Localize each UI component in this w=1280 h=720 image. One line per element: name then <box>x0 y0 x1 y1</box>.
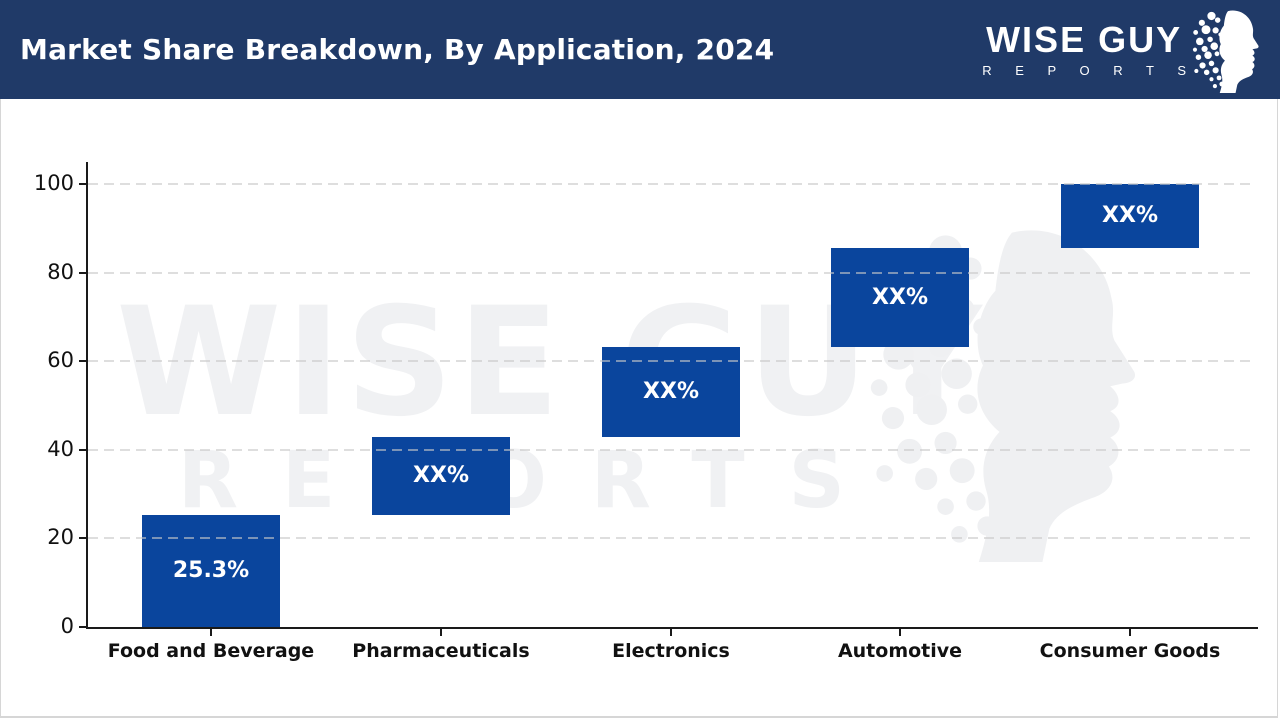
x-tick-pharmaceuticals <box>440 627 442 636</box>
gridline-60 <box>88 360 1256 363</box>
x-axis-spine <box>86 627 1258 629</box>
brand-subtitle: R E P O R T S <box>982 62 1196 78</box>
report-header: Market Share Breakdown, By Application, … <box>0 0 1280 99</box>
bar-automotive: XX% <box>831 247 969 347</box>
x-tick-electronics <box>670 627 672 636</box>
y-tick-0 <box>79 626 88 628</box>
y-tick-label-0: 0 <box>60 614 74 638</box>
y-tick-20 <box>79 537 88 540</box>
bar-value-label: XX% <box>872 284 928 310</box>
page-border <box>0 99 1278 718</box>
bar-value-label: XX% <box>643 379 699 405</box>
gridline-80 <box>88 271 1256 274</box>
brand-head-icon <box>1190 7 1266 93</box>
category-label-automotive: Automotive <box>837 640 963 662</box>
y-tick-label-60: 60 <box>47 348 74 373</box>
y-tick-label-40: 40 <box>47 436 74 461</box>
x-tick-consumer-goods <box>1129 627 1131 636</box>
y-axis-spine <box>86 162 88 629</box>
watermark-subtext: REPORTS <box>178 436 889 526</box>
y-tick-60 <box>79 360 88 363</box>
gridline-40 <box>88 448 1256 451</box>
x-tick-food-and-beverage <box>210 627 212 636</box>
y-tick-label-20: 20 <box>47 525 74 550</box>
category-label-consumer-goods: Consumer Goods <box>1039 640 1221 662</box>
gridline-100 <box>88 183 1256 185</box>
y-tick-label-80: 80 <box>47 259 74 284</box>
bar-value-label: 25.3% <box>172 558 250 584</box>
bar-food-and-beverage: 25.3% <box>142 514 280 627</box>
category-label-food-and-beverage: Food and Beverage <box>107 640 315 662</box>
category-label-pharmaceuticals: Pharmaceuticals <box>352 640 530 662</box>
brand-name: WISE GUY <box>986 18 1183 60</box>
y-tick-label-100: 100 <box>33 171 74 195</box>
gridline-20 <box>88 537 1256 540</box>
y-tick-100 <box>79 183 88 185</box>
category-label-electronics: Electronics <box>612 640 730 662</box>
bar-consumer-goods: XX% <box>1061 184 1199 248</box>
y-tick-80 <box>79 271 88 274</box>
brand-logo: WISE GUY R E P O R T S <box>972 7 1266 93</box>
bar-value-label: XX% <box>1102 203 1158 229</box>
bar-value-label: XX% <box>413 463 469 489</box>
brand-text: WISE GUY R E P O R T S <box>972 18 1196 78</box>
x-tick-automotive <box>899 627 901 636</box>
page-title: Market Share Breakdown, By Application, … <box>20 33 775 66</box>
y-tick-40 <box>79 448 88 451</box>
